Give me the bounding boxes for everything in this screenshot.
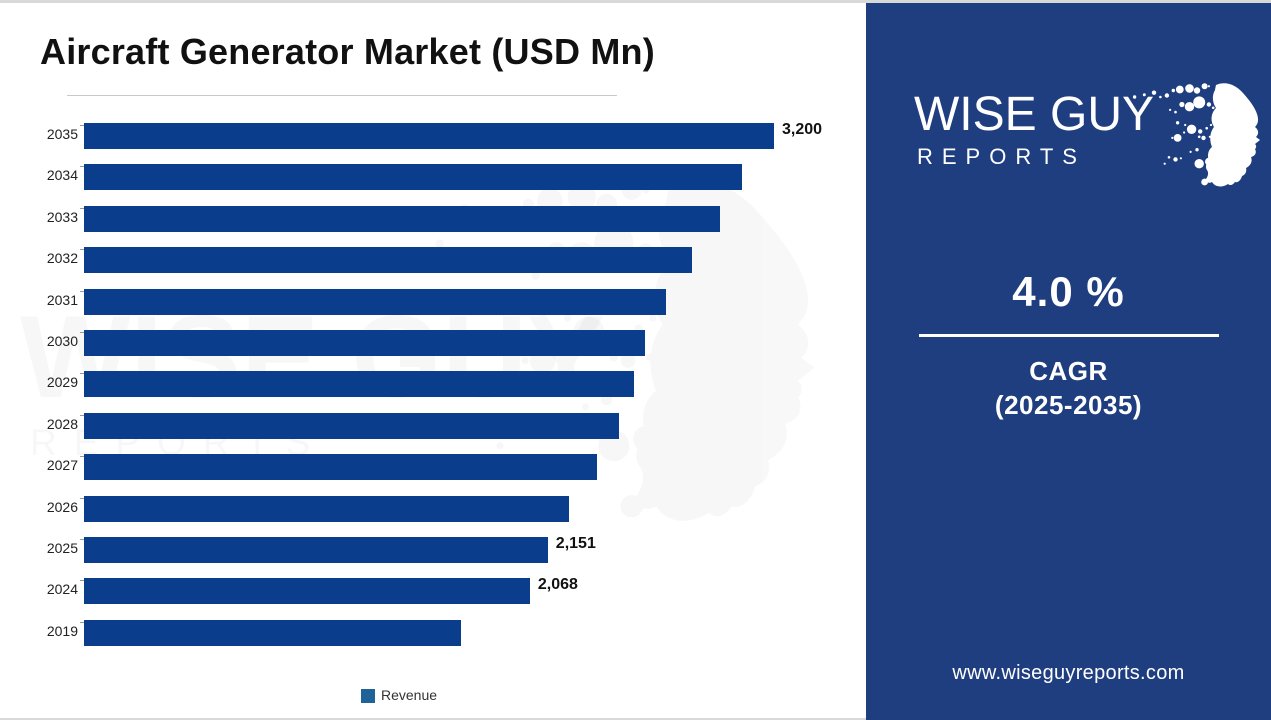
svg-text:REPORTS: REPORTS (917, 144, 1086, 169)
svg-text:WISE GUY: WISE GUY (914, 88, 1154, 141)
